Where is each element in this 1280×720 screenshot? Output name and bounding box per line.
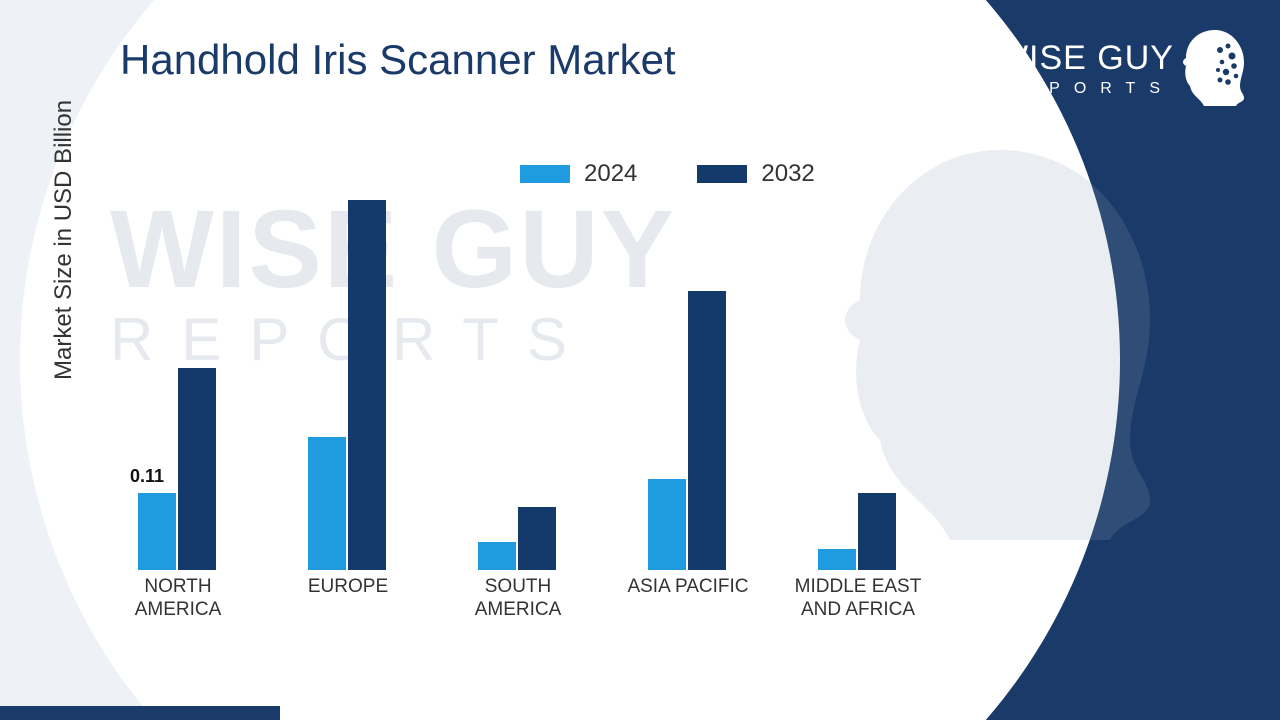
bar-2032 — [178, 368, 216, 570]
legend-label-2032: 2032 — [761, 160, 814, 188]
logo-main-text: WISE GUY — [996, 39, 1174, 78]
category-label: ASIA PACIFIC — [618, 576, 758, 599]
bar-2032 — [688, 291, 726, 570]
bar-2024 — [138, 493, 176, 570]
bar-2032 — [348, 200, 386, 570]
chart-legend: 2024 2032 — [520, 160, 815, 188]
category-label: EUROPE — [278, 576, 418, 599]
logo-head-icon — [1182, 28, 1248, 108]
brand-logo: WISE GUY REPORTS — [996, 28, 1248, 108]
bar-2032 — [518, 507, 556, 570]
category-label: SOUTH AMERICA — [448, 576, 588, 622]
category-label: MIDDLE EAST AND AFRICA — [788, 576, 928, 622]
bar-2032 — [858, 493, 896, 570]
legend-item-2032: 2032 — [697, 160, 814, 188]
legend-swatch-2032 — [697, 165, 747, 183]
bar-2024 — [648, 479, 686, 570]
infographic-canvas: WISE GUY REPORTS Handhold Iris Scanner M… — [0, 0, 1280, 720]
bar-2024 — [818, 549, 856, 570]
bar-2024 — [478, 542, 516, 570]
logo-sub-text: REPORTS — [996, 80, 1174, 98]
legend-label-2024: 2024 — [584, 160, 637, 188]
chart-plot-area: 0.11 — [108, 200, 928, 570]
bar-2024 — [308, 437, 346, 570]
y-axis-label: Market Size in USD Billion — [50, 100, 78, 380]
category-label: NORTH AMERICA — [108, 576, 248, 622]
bottom-accent-strip — [0, 706, 280, 720]
legend-swatch-2024 — [520, 165, 570, 183]
bar-value-label: 0.11 — [122, 466, 172, 487]
legend-item-2024: 2024 — [520, 160, 637, 188]
chart-title: Handhold Iris Scanner Market — [120, 36, 676, 84]
